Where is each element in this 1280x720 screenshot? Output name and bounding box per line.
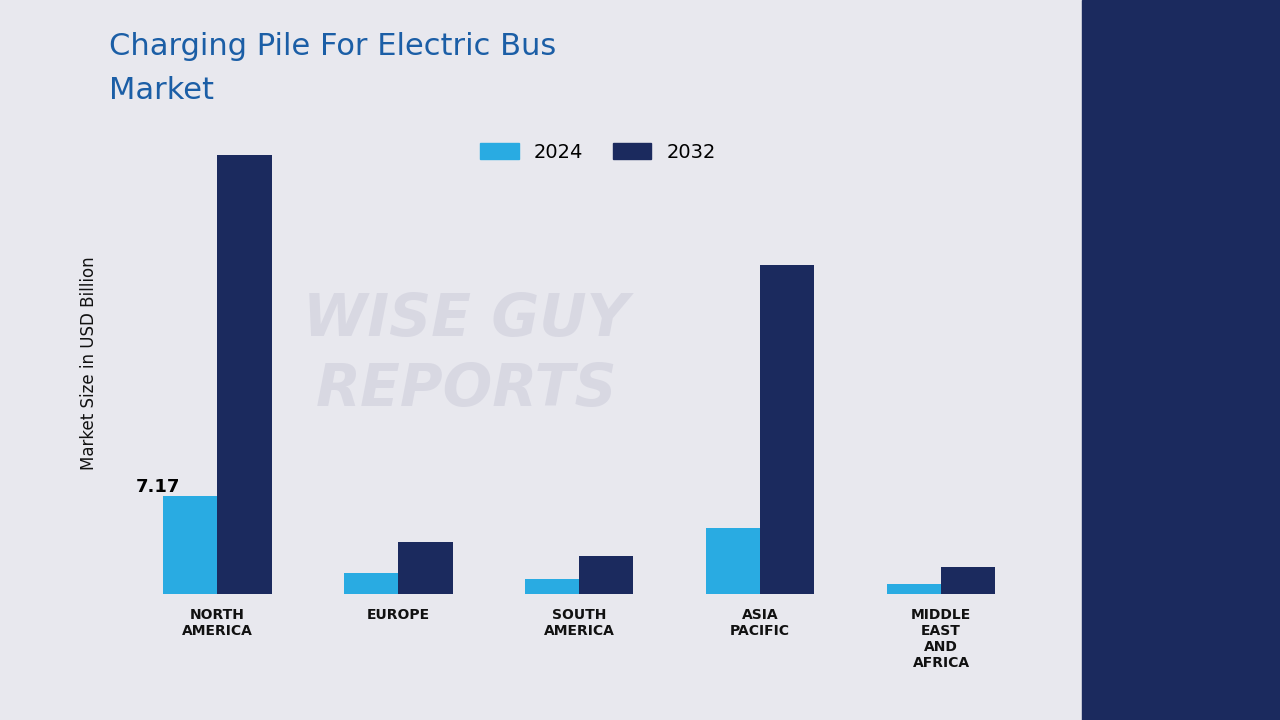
Bar <box>580 556 634 594</box>
Text: WISE GUY
REPORTS: WISE GUY REPORTS <box>303 291 630 418</box>
Y-axis label: Market Size in USD Billion: Market Size in USD Billion <box>79 257 97 470</box>
Text: Charging Pile For Electric Bus: Charging Pile For Electric Bus <box>109 32 556 61</box>
Bar <box>525 579 580 594</box>
Bar <box>941 567 996 594</box>
Legend: 2024, 2032: 2024, 2032 <box>480 143 717 162</box>
Text: Market: Market <box>109 76 214 104</box>
Bar <box>887 585 941 594</box>
Bar <box>344 573 398 594</box>
Bar <box>163 495 218 594</box>
Bar <box>705 528 760 594</box>
Bar <box>218 155 271 594</box>
Text: 7.17: 7.17 <box>136 477 179 495</box>
Bar <box>398 542 453 594</box>
Bar <box>760 265 814 594</box>
